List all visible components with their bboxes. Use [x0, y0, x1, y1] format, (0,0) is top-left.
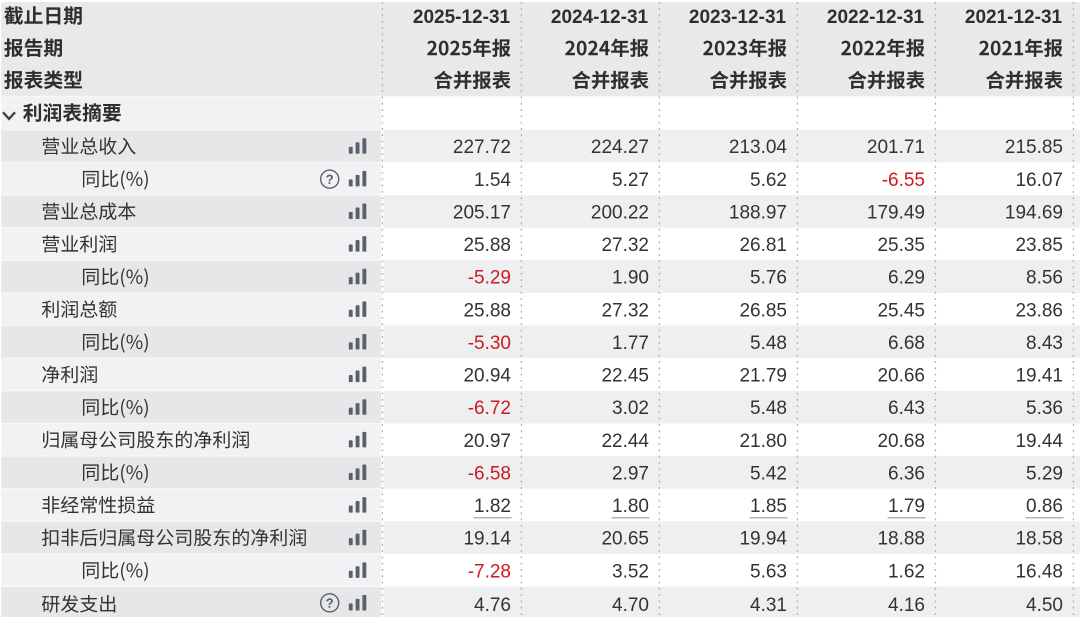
svg-text:1.82: 1.82 — [474, 496, 511, 517]
svg-text:2023-12-31: 2023-12-31 — [689, 7, 787, 28]
svg-text:20.97: 20.97 — [463, 431, 511, 452]
svg-text:20.94: 20.94 — [463, 366, 511, 387]
svg-text:26.85: 26.85 — [739, 300, 787, 321]
svg-text:2025-12-31: 2025-12-31 — [413, 7, 511, 28]
svg-text:25.45: 25.45 — [877, 300, 925, 321]
svg-text:5.48: 5.48 — [750, 398, 787, 419]
svg-text:4.16: 4.16 — [888, 595, 925, 616]
svg-text:22.45: 22.45 — [601, 366, 649, 387]
svg-text:20.66: 20.66 — [877, 366, 925, 387]
svg-text:2.97: 2.97 — [612, 463, 649, 484]
svg-text:4.31: 4.31 — [750, 595, 787, 616]
svg-text:-5.30: -5.30 — [468, 333, 511, 354]
svg-text:1.62: 1.62 — [888, 561, 925, 582]
svg-text:5.76: 5.76 — [750, 268, 787, 289]
svg-text:18.88: 18.88 — [877, 529, 925, 550]
svg-text:201.71: 201.71 — [867, 137, 925, 158]
svg-text:224.27: 224.27 — [591, 137, 649, 158]
svg-text:2024-12-31: 2024-12-31 — [551, 7, 649, 28]
svg-text:3.52: 3.52 — [612, 561, 649, 582]
svg-text:1.79: 1.79 — [888, 496, 925, 517]
svg-text:4.50: 4.50 — [1026, 595, 1063, 616]
svg-text:5.42: 5.42 — [750, 463, 787, 484]
svg-text:8.43: 8.43 — [1026, 333, 1063, 354]
svg-text:200.22: 200.22 — [591, 202, 649, 223]
svg-text:227.72: 227.72 — [453, 137, 511, 158]
svg-text:6.43: 6.43 — [888, 398, 925, 419]
svg-text:0.86: 0.86 — [1026, 496, 1063, 517]
svg-text:5.62: 5.62 — [750, 170, 787, 191]
svg-text:188.97: 188.97 — [729, 202, 787, 223]
svg-text:23.85: 23.85 — [1015, 235, 1063, 256]
svg-text:27.32: 27.32 — [601, 300, 649, 321]
svg-text:16.07: 16.07 — [1015, 170, 1063, 191]
svg-text:21.79: 21.79 — [739, 366, 787, 387]
svg-text:-7.28: -7.28 — [468, 561, 511, 582]
svg-text:2022-12-31: 2022-12-31 — [827, 7, 925, 28]
svg-text:20.65: 20.65 — [601, 529, 649, 550]
svg-text:4.76: 4.76 — [474, 595, 511, 616]
svg-text:-5.29: -5.29 — [468, 268, 511, 289]
svg-text:215.85: 215.85 — [1005, 137, 1063, 158]
svg-text:5.48: 5.48 — [750, 333, 787, 354]
svg-text:2021-12-31: 2021-12-31 — [965, 7, 1063, 28]
svg-text:1.85: 1.85 — [750, 496, 787, 517]
svg-text:5.63: 5.63 — [750, 561, 787, 582]
svg-text:179.49: 179.49 — [867, 202, 925, 223]
svg-text:1.77: 1.77 — [612, 333, 649, 354]
svg-text:23.86: 23.86 — [1015, 300, 1063, 321]
svg-text:20.68: 20.68 — [877, 431, 925, 452]
svg-text:-6.58: -6.58 — [468, 463, 511, 484]
svg-text:25.88: 25.88 — [463, 235, 511, 256]
svg-text:6.36: 6.36 — [888, 463, 925, 484]
svg-text:-6.72: -6.72 — [468, 398, 511, 419]
svg-text:22.44: 22.44 — [601, 431, 649, 452]
svg-text:6.68: 6.68 — [888, 333, 925, 354]
svg-text:19.14: 19.14 — [463, 529, 511, 550]
svg-text:16.48: 16.48 — [1015, 561, 1063, 582]
svg-text:5.36: 5.36 — [1026, 398, 1063, 419]
svg-text:21.80: 21.80 — [739, 431, 787, 452]
svg-text:19.41: 19.41 — [1015, 366, 1063, 387]
svg-text:4.70: 4.70 — [612, 595, 649, 616]
svg-text:1.90: 1.90 — [612, 268, 649, 289]
svg-text:26.81: 26.81 — [739, 235, 787, 256]
svg-text:25.88: 25.88 — [463, 300, 511, 321]
svg-text:25.35: 25.35 — [877, 235, 925, 256]
svg-text:1.54: 1.54 — [474, 170, 511, 191]
svg-text:19.44: 19.44 — [1015, 431, 1063, 452]
svg-text:205.17: 205.17 — [453, 202, 511, 223]
svg-text:3.02: 3.02 — [612, 398, 649, 419]
svg-text:213.04: 213.04 — [729, 137, 788, 158]
svg-text:18.58: 18.58 — [1015, 529, 1063, 550]
svg-text:5.29: 5.29 — [1026, 463, 1063, 484]
svg-text:5.27: 5.27 — [612, 170, 649, 191]
svg-text:194.69: 194.69 — [1005, 202, 1063, 223]
svg-text:1.80: 1.80 — [612, 496, 649, 517]
svg-text:27.32: 27.32 — [601, 235, 649, 256]
svg-text:6.29: 6.29 — [888, 268, 925, 289]
svg-text:-6.55: -6.55 — [882, 170, 925, 191]
svg-text:8.56: 8.56 — [1026, 268, 1063, 289]
svg-text:19.94: 19.94 — [739, 529, 787, 550]
